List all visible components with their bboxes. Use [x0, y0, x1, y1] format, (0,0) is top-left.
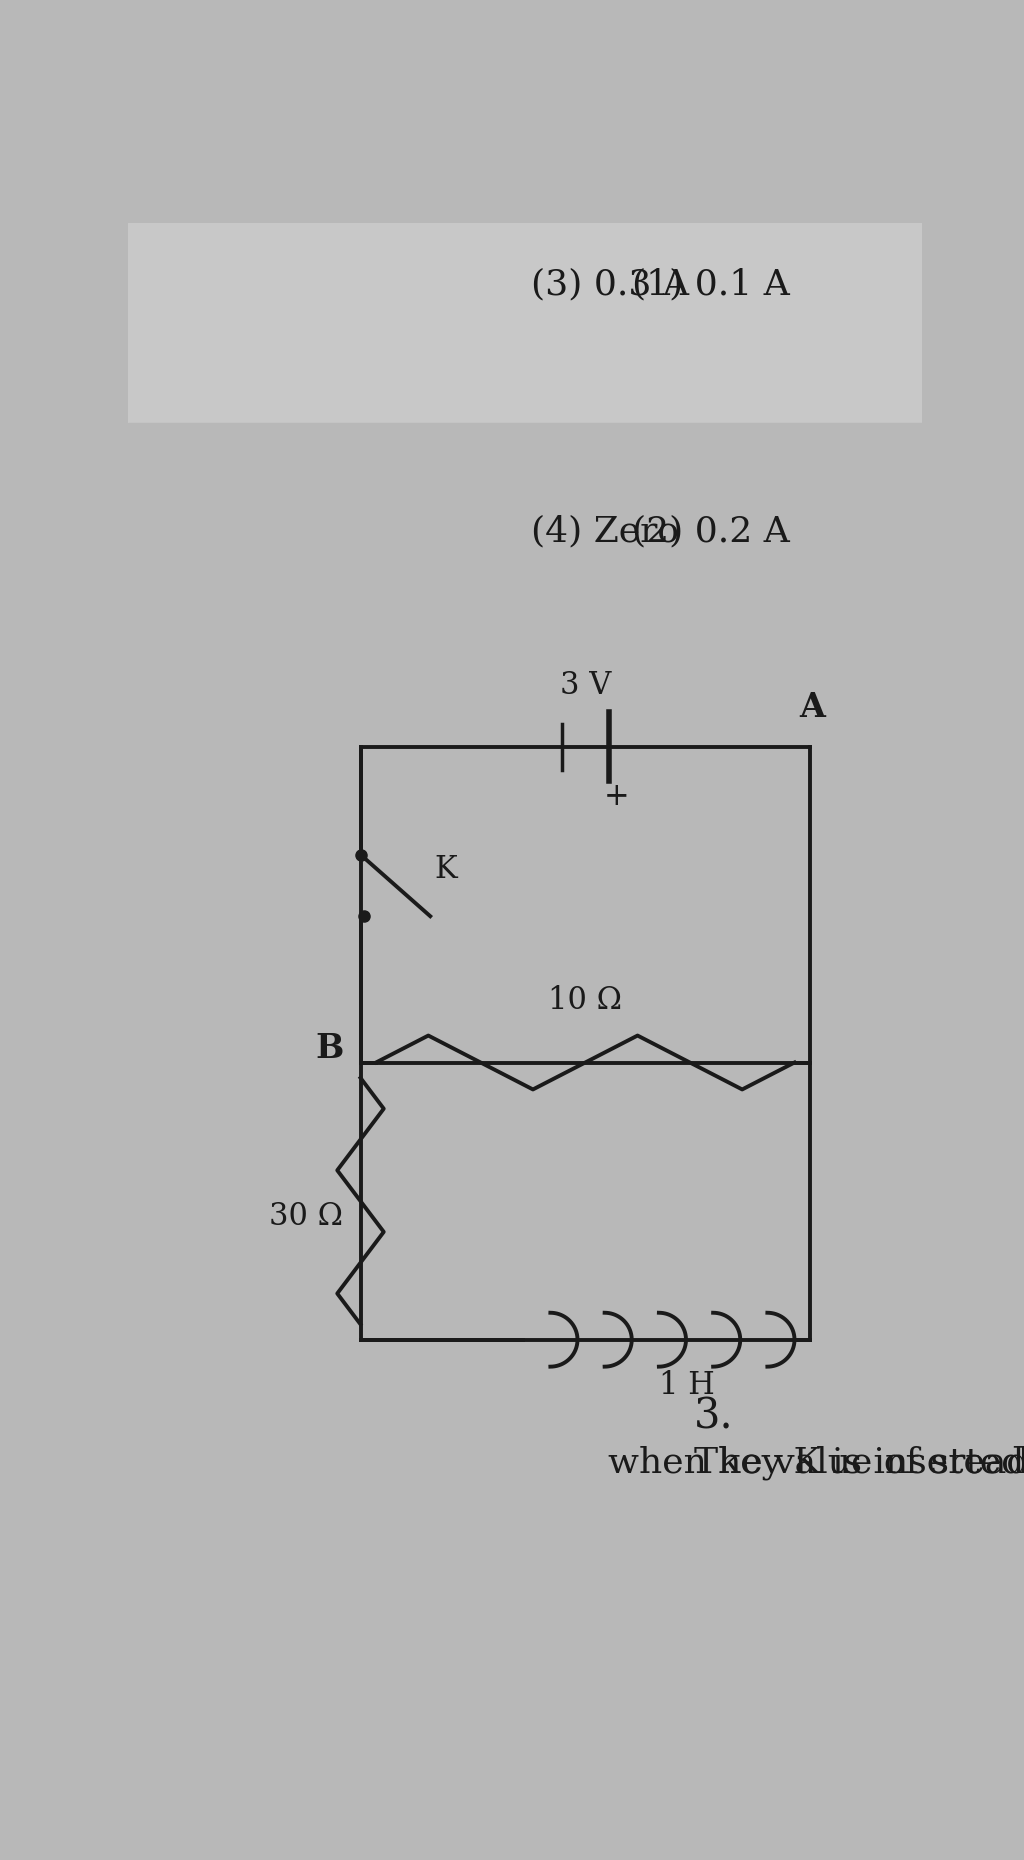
Text: The value of steady state current in 30 Ω resistor: The value of steady state current in 30 … [693, 1445, 1024, 1481]
Text: 3.: 3. [693, 1395, 733, 1438]
Text: when key K is inserted is: when key K is inserted is [608, 1445, 1024, 1481]
Text: (3) 0.3 A: (3) 0.3 A [531, 268, 689, 301]
Text: (4) Zero: (4) Zero [531, 513, 679, 549]
Text: (1) 0.1 A: (1) 0.1 A [632, 268, 790, 301]
Text: 30 Ω: 30 Ω [269, 1202, 343, 1231]
Text: 1 H: 1 H [658, 1371, 715, 1401]
Bar [128, 424, 922, 1655]
Bar [128, 223, 922, 424]
Text: +: + [603, 781, 629, 813]
Text: B: B [315, 1032, 344, 1064]
Text: 10 Ω: 10 Ω [548, 986, 623, 1016]
Text: K: K [434, 854, 457, 885]
Text: 3 V: 3 V [559, 670, 611, 701]
Text: (2) 0.2 A: (2) 0.2 A [632, 513, 790, 549]
Text: A: A [800, 690, 825, 724]
